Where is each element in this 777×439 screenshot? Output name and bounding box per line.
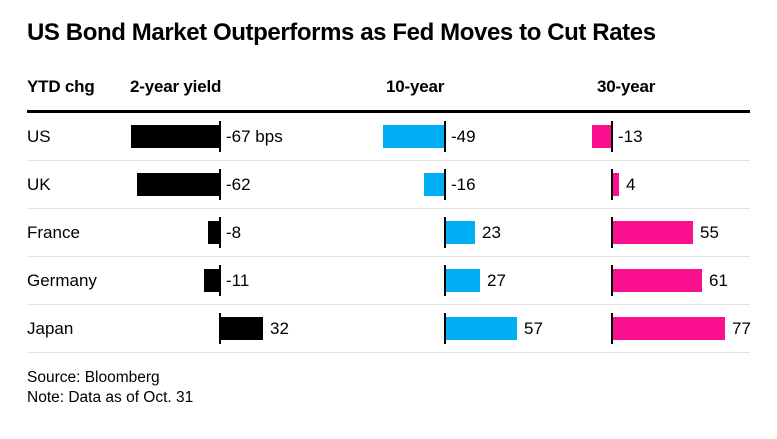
chart-footer: Source: Bloomberg Note: Data as of Oct. … bbox=[27, 368, 193, 408]
bar bbox=[204, 269, 219, 292]
value-label: -16 bbox=[451, 175, 476, 194]
value-label: -67 bps bbox=[226, 127, 283, 146]
row-separator bbox=[27, 352, 750, 353]
table-row: Germany -11 27 61 bbox=[0, 257, 777, 305]
bar bbox=[208, 221, 219, 244]
row-label: Japan bbox=[27, 319, 74, 338]
bar bbox=[137, 173, 219, 196]
row-label: Germany bbox=[27, 271, 97, 290]
value-label: 77 bbox=[732, 319, 751, 338]
baseline-tick bbox=[444, 313, 446, 344]
value-label: 23 bbox=[482, 223, 501, 242]
bar bbox=[131, 125, 219, 148]
row-label: US bbox=[27, 127, 51, 146]
value-label: -62 bbox=[226, 175, 251, 194]
column-header-2-year-yield: 2-year yield bbox=[130, 77, 222, 96]
bar bbox=[221, 317, 263, 340]
baseline-tick bbox=[611, 217, 613, 248]
table-row: France -8 23 55 bbox=[0, 209, 777, 257]
baseline-tick bbox=[611, 121, 613, 152]
value-label: 32 bbox=[270, 319, 289, 338]
table-row: UK -62 -16 4 bbox=[0, 161, 777, 209]
bar bbox=[613, 173, 619, 196]
bar bbox=[613, 269, 702, 292]
baseline-tick bbox=[219, 169, 221, 200]
table-row: US -67 bps -49 -13 bbox=[0, 113, 777, 161]
column-header-30-year: 30-year bbox=[597, 77, 656, 96]
row-separator bbox=[27, 160, 750, 161]
bar bbox=[424, 173, 444, 196]
value-label: -49 bbox=[451, 127, 476, 146]
row-label: UK bbox=[27, 175, 51, 194]
row-separator bbox=[27, 304, 750, 305]
baseline-tick bbox=[611, 265, 613, 296]
source-note: Source: Bloomberg bbox=[27, 369, 160, 386]
bar bbox=[446, 221, 475, 244]
value-label: 27 bbox=[487, 271, 506, 290]
value-label: 61 bbox=[709, 271, 728, 290]
row-label: France bbox=[27, 223, 80, 242]
column-header-10-year: 10-year bbox=[386, 77, 445, 96]
table-row: Japan 32 57 77 bbox=[0, 305, 777, 353]
value-label: 4 bbox=[626, 175, 636, 194]
baseline-tick bbox=[219, 265, 221, 296]
baseline-tick bbox=[444, 217, 446, 248]
row-separator bbox=[27, 256, 750, 257]
baseline-tick bbox=[611, 169, 613, 200]
value-label: 55 bbox=[700, 223, 719, 242]
value-label: 57 bbox=[524, 319, 543, 338]
baseline-tick bbox=[611, 313, 613, 344]
bar bbox=[613, 317, 725, 340]
row-separator bbox=[27, 208, 750, 209]
value-label: -8 bbox=[226, 223, 242, 242]
header-rule bbox=[27, 110, 750, 113]
baseline-tick bbox=[444, 265, 446, 296]
baseline-tick bbox=[219, 121, 221, 152]
bar bbox=[592, 125, 611, 148]
baseline-tick bbox=[219, 313, 221, 344]
column-header-ytd-chg: YTD chg bbox=[27, 77, 95, 96]
value-label: -11 bbox=[226, 271, 250, 290]
value-label: -13 bbox=[618, 127, 643, 146]
baseline-tick bbox=[219, 217, 221, 248]
data-note: Note: Data as of Oct. 31 bbox=[27, 389, 194, 406]
chart-rows: US -67 bps -49 -13 UK -62 -16 4 France -8 23 55 Germ… bbox=[0, 113, 777, 353]
baseline-tick bbox=[444, 169, 446, 200]
baseline-tick bbox=[444, 121, 446, 152]
bar bbox=[446, 317, 517, 340]
chart-title: US Bond Market Outperforms as Fed Moves … bbox=[27, 19, 656, 46]
bar bbox=[446, 269, 480, 292]
bar bbox=[383, 125, 444, 148]
bar bbox=[613, 221, 693, 244]
